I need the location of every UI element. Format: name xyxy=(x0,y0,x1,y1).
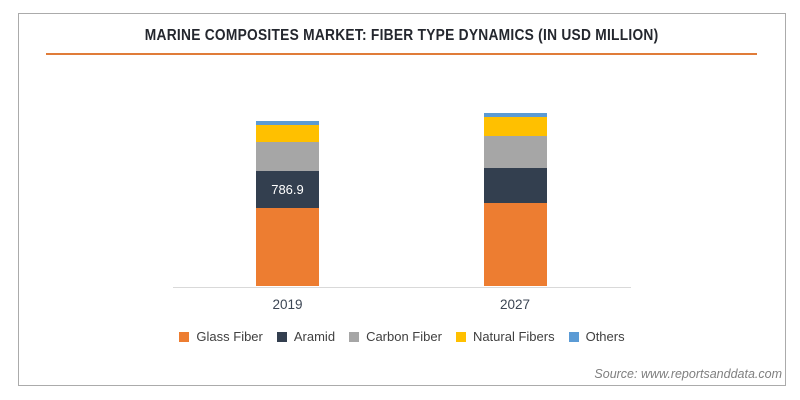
title-underline xyxy=(46,53,757,55)
stacked-bar-2019: 786.9 xyxy=(256,120,319,286)
legend-item-glass-fiber: Glass Fiber xyxy=(179,329,263,344)
legend-item-aramid: Aramid xyxy=(276,329,336,344)
bar-value-label: 786.9 xyxy=(271,182,304,198)
legend-label: Glass Fiber xyxy=(196,329,263,344)
chart-title: MARINE COMPOSITES MARKET: FIBER TYPE DYN… xyxy=(145,27,659,44)
stacked-bar-2027 xyxy=(483,112,547,286)
legend-item-others: Others xyxy=(568,329,625,344)
chart-frame: MARINE COMPOSITES MARKET: FIBER TYPE DYN… xyxy=(18,13,786,386)
legend-swatch-icon xyxy=(455,331,466,342)
bar-segment-aramid xyxy=(483,167,547,203)
bar-segment-natural-fibers xyxy=(483,117,547,137)
x-tick-label-2019: 2019 xyxy=(272,297,303,312)
bar-segment-others xyxy=(256,120,319,125)
plot-area: 786.9 2019 2027 xyxy=(19,14,785,385)
legend-label: Others xyxy=(585,329,625,344)
bar-segment-natural-fibers xyxy=(256,124,319,142)
bar-segment-carbon-fiber xyxy=(256,141,319,171)
bar-segment-carbon-fiber xyxy=(483,136,547,168)
x-tick-label-2027: 2027 xyxy=(499,297,531,312)
bar-segment-glass-fiber xyxy=(483,202,547,286)
source-credit: Source: www.reportsanddata.com xyxy=(594,367,782,381)
legend-item-carbon-fiber: Carbon Fiber xyxy=(349,329,442,344)
legend-item-natural-fibers: Natural Fibers xyxy=(455,329,555,344)
bar-segment-aramid: 786.9 xyxy=(256,170,319,209)
bar-segment-glass-fiber xyxy=(256,208,319,286)
legend-swatch-icon xyxy=(179,331,190,342)
legend-swatch-icon xyxy=(349,331,360,342)
x-axis-line xyxy=(173,287,631,288)
legend-label: Aramid xyxy=(293,329,336,344)
legend-swatch-icon xyxy=(276,331,287,342)
legend-swatch-icon xyxy=(568,331,579,342)
legend-label: Carbon Fiber xyxy=(366,329,442,344)
bar-segment-others xyxy=(483,112,547,118)
title-row: MARINE COMPOSITES MARKET: FIBER TYPE DYN… xyxy=(19,27,785,45)
legend: Glass Fiber Aramid Carbon Fiber Natural Fib… xyxy=(19,329,785,344)
legend-label: Natural Fibers xyxy=(472,329,555,344)
